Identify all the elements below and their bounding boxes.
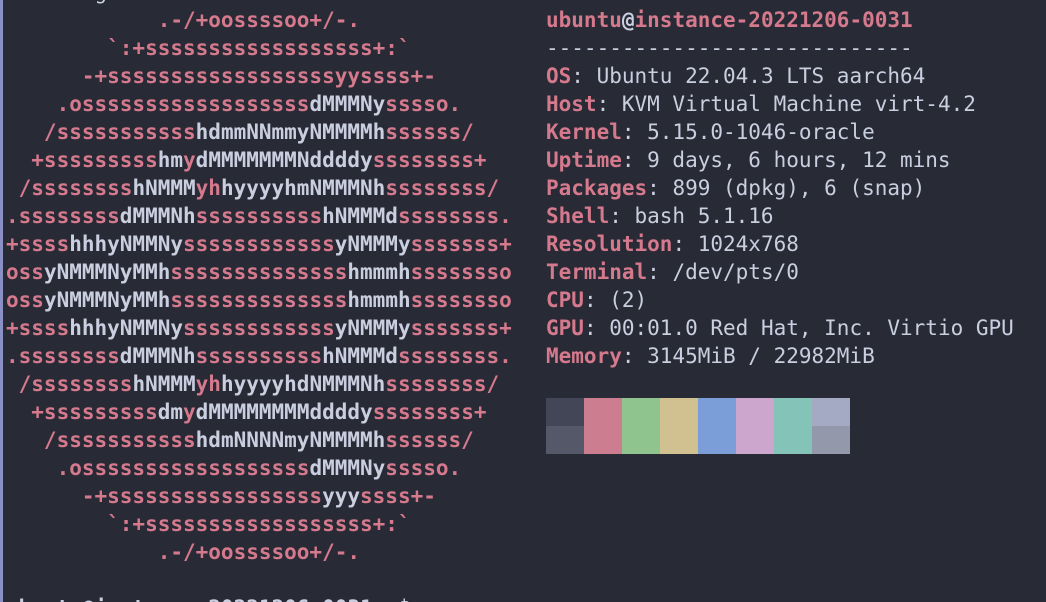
info-value: : 00:01.0 Red Hat, Inc. Virtio GPU — [583, 316, 1014, 340]
info-label: Resolution — [546, 232, 673, 256]
palette-swatch — [546, 426, 584, 454]
info-value: : 899 (dpkg), 6 (snap) — [647, 176, 926, 200]
ascii-art-line: /sssssssshNMMMyhhyyyyhmNMMMNhssssssss/ — [6, 176, 500, 200]
palette-swatch — [622, 426, 660, 454]
hostname-text: instance-20221206-0031 — [634, 8, 913, 32]
palette-swatch — [584, 398, 622, 426]
info-value: : 3145MiB / 22982MiB — [621, 344, 875, 368]
ascii-art-line: -+ssssssssssssssssssyyssss+- — [6, 64, 436, 88]
info-row-terminal: Terminal: /dev/pts/0 — [546, 258, 1014, 286]
ascii-art-line: .ossssssssssssssssssdMMMNysssso. — [6, 92, 462, 116]
palette-swatch — [736, 426, 774, 454]
ascii-art-line: ossyNMMMNyMMhsssssssssssssshmmmhssssssso — [6, 260, 512, 284]
info-row-shell: Shell: bash 5.1.16 — [546, 202, 1014, 230]
palette-swatch — [546, 398, 584, 426]
ascii-art-line: +ssssssssshmydMMMMMMMNddddyssssssss+ — [6, 148, 487, 172]
info-label: OS — [546, 64, 572, 88]
info-row-cpu: CPU: (2) — [546, 286, 1014, 314]
neofetch-info: ubuntu@instance-20221206-0031 ----------… — [546, 6, 1014, 454]
neofetch-title: ubuntu@instance-20221206-0031 — [546, 6, 1014, 34]
info-label: Memory — [546, 344, 622, 368]
ascii-art-line: .-/+oossssoo+/-. — [6, 540, 361, 564]
info-row-uptime: Uptime: 9 days, 6 hours, 12 mins — [546, 146, 1014, 174]
neofetch-ascii-art: .-/+oossssoo+/-. `:+ssssssssssssssssss+:… — [6, 6, 512, 566]
palette-swatch — [660, 426, 698, 454]
info-label: Host — [546, 92, 597, 116]
palette-swatch — [660, 398, 698, 426]
palette-swatch — [698, 398, 736, 426]
ascii-art-line: `:+ssssssssssssssssss+:` — [6, 36, 411, 60]
palette-swatch — [584, 426, 622, 454]
info-label: Shell — [546, 204, 610, 228]
info-row-host: Host: KVM Virtual Machine virt-4.2 — [546, 90, 1014, 118]
username-text: ubuntu — [546, 8, 622, 32]
at-separator: @ — [621, 8, 635, 32]
info-label: Packages — [546, 176, 648, 200]
info-row-kernel: Kernel: 5.15.0-1046-oracle — [546, 118, 1014, 146]
ascii-art-line: /ssssssssssshdmmNNmmyNMMMMhssssss/ — [6, 120, 474, 144]
palette-row2 — [546, 426, 1014, 454]
ascii-art-line: +sssshhhyNMMNyssssssssssssyNMMMysssssss+ — [6, 316, 512, 340]
title-underline: ----------------------------- — [546, 36, 913, 60]
prompt-line: ubuntu@instance-20221206-0031:~$ — [6, 594, 411, 602]
info-value: : 1024x768 — [672, 232, 799, 256]
info-row-os: OS: Ubuntu 22.04.3 LTS aarch64 — [546, 62, 1014, 90]
info-label: CPU — [546, 288, 584, 312]
palette-swatch — [774, 398, 812, 426]
info-row-gpu: GPU: 00:01.0 Red Hat, Inc. Virtio GPU — [546, 314, 1014, 342]
ascii-art-line: `:+ssssssssssssssssss+:` — [6, 512, 411, 536]
window-left-border — [0, 0, 3, 602]
palette-swatch — [774, 426, 812, 454]
info-value: : 5.15.0-1046-oracle — [621, 120, 875, 144]
ascii-art-line: +sssssssssdmydMMMMMMMMddddyssssssss+ — [6, 400, 487, 424]
ascii-art-line: .ossssssssssssssssssdMMMNysssso. — [6, 456, 462, 480]
info-list: OS: Ubuntu 22.04.3 LTS aarch64 Host: KVM … — [546, 62, 1014, 370]
ascii-art-line: .ssssssssdMMMNhsssssssssshNMMMdssssssss. — [6, 344, 512, 368]
palette-row1 — [546, 398, 1014, 426]
ascii-art-line: .-/+oossssoo+/-. — [6, 8, 361, 32]
palette-swatch — [622, 398, 660, 426]
info-label: Uptime — [546, 148, 622, 172]
palette-swatch — [698, 426, 736, 454]
palette-swatch — [812, 398, 850, 426]
ascii-art-line: +sssshhhyNMMNyssssssssssssyNMMMysssssss+ — [6, 232, 512, 256]
info-row-resolution: Resolution: 1024x768 — [546, 230, 1014, 258]
info-label: Kernel — [546, 120, 622, 144]
ascii-art-line: /ssssssssssshdmNNNNmyNMMMMhssssss/ — [6, 428, 474, 452]
ascii-art-line: .ssssssssdMMMNhsssssssssshNMMMdssssssss. — [6, 204, 512, 228]
info-label: Terminal — [546, 260, 648, 284]
ascii-art-line: ossyNMMMNyMMhsssssssssssssshmmmhssssssso — [6, 288, 512, 312]
info-row-memory: Memory: 3145MiB / 22982MiB — [546, 342, 1014, 370]
palette-swatch — [736, 398, 774, 426]
info-value: : 9 days, 6 hours, 12 mins — [621, 148, 951, 172]
info-value: : KVM Virtual Machine virt-4.2 — [596, 92, 976, 116]
last-login-line: Last login: Tue Nov 7 07:41:32 2023 from… — [6, 0, 714, 6]
info-value: : /dev/pts/0 — [647, 260, 799, 284]
info-value: : Ubuntu 22.04.3 LTS aarch64 — [571, 64, 926, 88]
blank-line — [546, 370, 1014, 398]
info-value: : (2) — [583, 288, 648, 312]
palette-swatch — [812, 426, 850, 454]
info-label: GPU — [546, 316, 584, 340]
ascii-art-line: -+sssssssssssssssssyyyssss+- — [6, 484, 436, 508]
info-row-packages: Packages: 899 (dpkg), 6 (snap) — [546, 174, 1014, 202]
info-value: : bash 5.1.16 — [609, 204, 774, 228]
ascii-art-line: /sssssssshNMMMyhhyyyyhdNMMMNhssssssss/ — [6, 372, 500, 396]
